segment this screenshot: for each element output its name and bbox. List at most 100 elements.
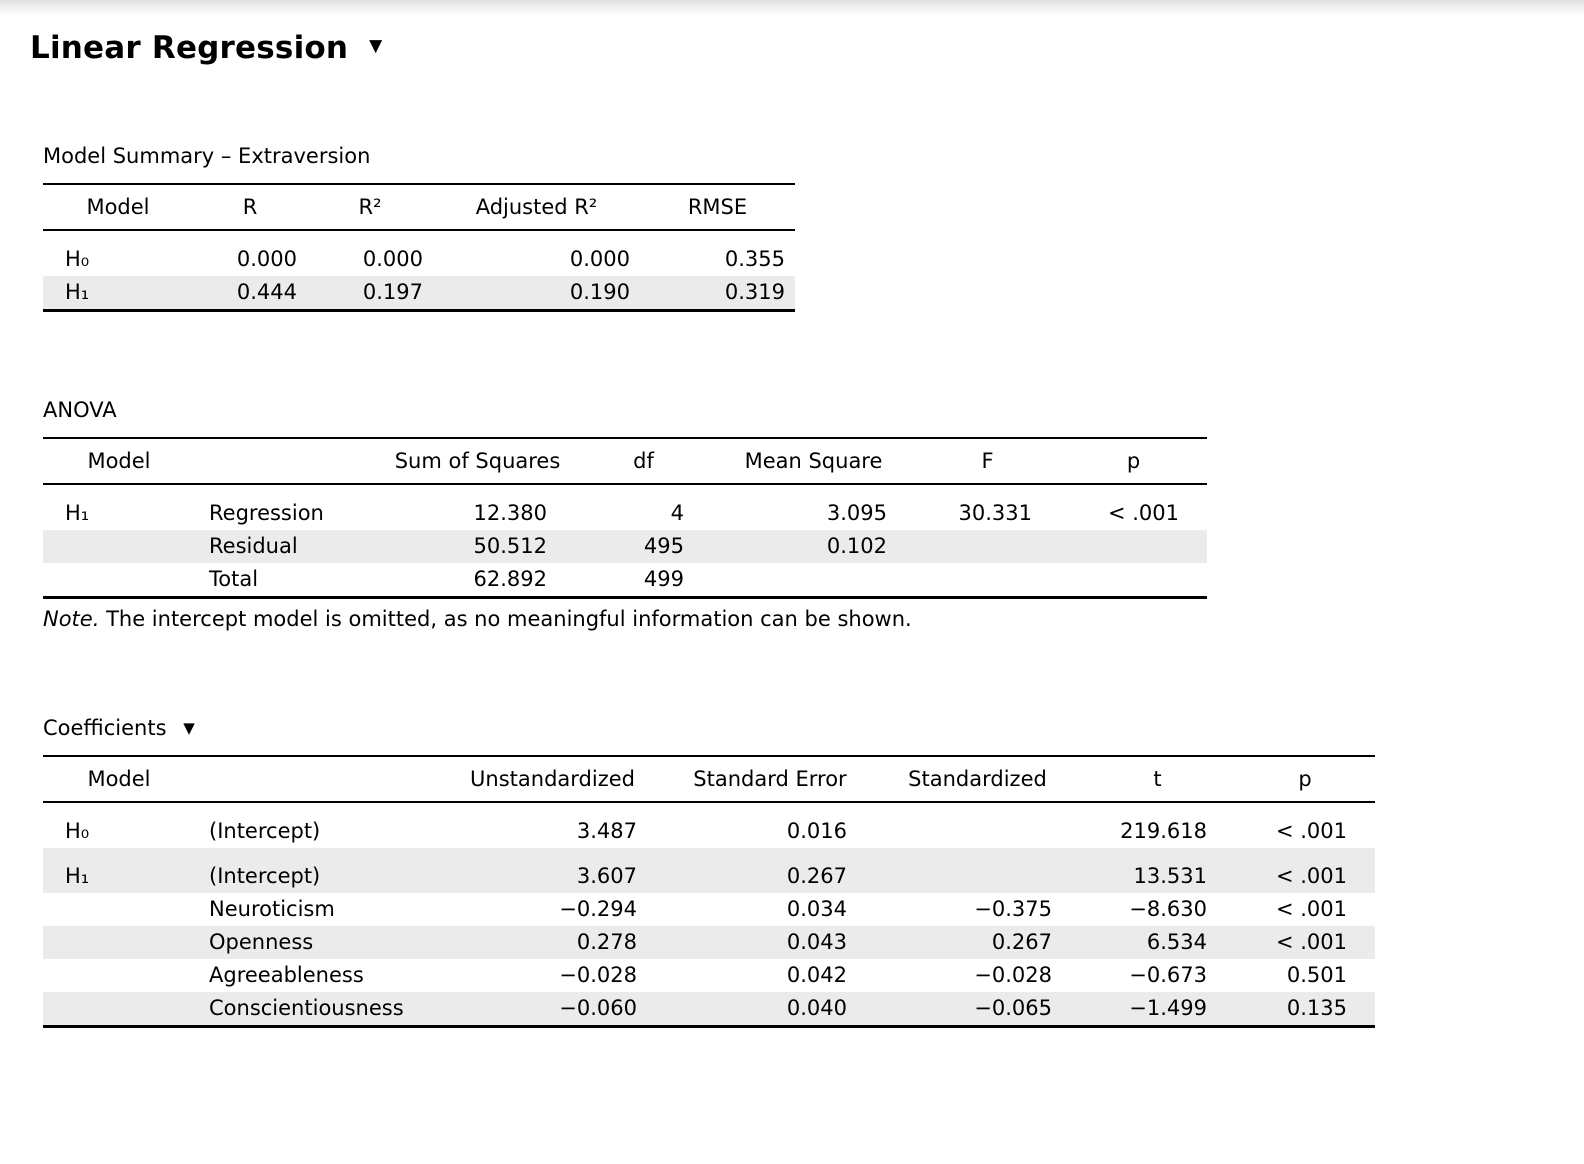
cell: 0.102 [826, 534, 887, 558]
note-label: Note. [43, 607, 100, 631]
column-header: RMSE [640, 184, 795, 231]
cell: 0.016 [786, 819, 847, 843]
analysis-title-text: Linear Regression [30, 30, 349, 66]
panel-top-edge [0, 0, 1584, 16]
cell: 0.000 [569, 247, 630, 271]
cell: H₀ [65, 819, 90, 843]
table-row: H₁ 0.444 0.197 0.190 0.319 [43, 276, 795, 311]
column-header: Adjusted R² [433, 184, 640, 231]
cell: (Intercept) [209, 819, 321, 843]
column-header: p [1060, 438, 1207, 485]
cell: 62.892 [473, 567, 547, 591]
cell: 0.444 [236, 280, 297, 304]
cell: 0.267 [786, 864, 847, 888]
cell: 0.197 [362, 280, 423, 304]
cell: 0.000 [362, 247, 423, 271]
cell: H₁ [65, 501, 90, 525]
cell: Neuroticism [209, 897, 335, 921]
coefficients-table: Model Unstandardized Standard Error Standar… [43, 755, 1375, 1028]
cell: 0.042 [786, 963, 847, 987]
column-header: t [1080, 756, 1235, 803]
cell: 4 [670, 501, 684, 525]
cell: 50.512 [473, 534, 547, 558]
cell: 0.040 [786, 996, 847, 1020]
cell: < .001 [1275, 897, 1347, 921]
cell: −8.630 [1129, 897, 1207, 921]
cell: −0.060 [559, 996, 637, 1020]
column-header: Model [43, 438, 195, 485]
table-row: H₀ 0.000 0.000 0.000 0.355 [43, 230, 795, 276]
header-row: Model Unstandardized Standard Error Standar… [43, 756, 1375, 803]
cell: 3.487 [576, 819, 637, 843]
model-summary-title: Model Summary – Extraversion [43, 144, 371, 168]
cell: Conscientiousness [209, 996, 404, 1020]
analysis-title[interactable]: Linear Regression ▼ [30, 28, 1584, 66]
title-dropdown-icon[interactable]: ▼ [369, 36, 383, 56]
cell: 3.095 [826, 501, 887, 525]
column-header: Model [43, 756, 195, 803]
cell [915, 530, 1060, 563]
cell: 0.034 [786, 897, 847, 921]
cell: 3.607 [576, 864, 637, 888]
header-row: Model R R² Adjusted R² RMSE [43, 184, 795, 231]
note-text: The intercept model is omitted, as no me… [99, 607, 912, 631]
column-header: p [1235, 756, 1375, 803]
cell: 0.190 [569, 280, 630, 304]
cell: 0.278 [576, 930, 637, 954]
cell: −0.028 [559, 963, 637, 987]
cell: 0.043 [786, 930, 847, 954]
coefficients-title: Coefficients ▼ [43, 716, 1584, 741]
cell: 0.267 [991, 930, 1052, 954]
cell: Residual [209, 534, 298, 558]
column-header: Model [43, 184, 193, 231]
cell: 6.534 [1146, 930, 1207, 954]
cell: H₁ [65, 864, 90, 888]
table-row: Openness 0.278 0.043 0.267 6.534 < .001 [43, 926, 1375, 959]
column-header: F [915, 438, 1060, 485]
cell: −0.028 [974, 963, 1052, 987]
table-row: H₀ (Intercept) 3.487 0.016 219.618 < .001 [43, 802, 1375, 848]
cell: 495 [643, 534, 684, 558]
cell [43, 959, 195, 992]
table-row: Conscientiousness −0.060 0.040 −0.065 −1.499… [43, 992, 1375, 1027]
table-note: Note. The intercept model is omitted, as… [43, 606, 1584, 632]
cell: 0.135 [1286, 996, 1347, 1020]
column-header: Unstandardized [440, 756, 665, 803]
column-header [195, 756, 440, 803]
cell: 0.319 [724, 280, 785, 304]
coefficients-section: Coefficients ▼ Model Unstandardized Standa… [43, 716, 1584, 1028]
cell: −1.499 [1129, 996, 1207, 1020]
cell: Regression [209, 501, 324, 525]
cell: 12.380 [473, 501, 547, 525]
cell: < .001 [1275, 930, 1347, 954]
cell: −0.294 [559, 897, 637, 921]
cell [915, 563, 1060, 598]
cell: < .001 [1107, 501, 1179, 525]
cell [43, 926, 195, 959]
cell [43, 563, 195, 598]
cell: 0.501 [1286, 963, 1347, 987]
table-row: Total 62.892 499 [43, 563, 1207, 598]
cell: 13.531 [1133, 864, 1207, 888]
cell [43, 992, 195, 1027]
cell: 30.331 [958, 501, 1032, 525]
cell: −0.375 [974, 897, 1052, 921]
table-row: Residual 50.512 495 0.102 [43, 530, 1207, 563]
column-header: df [575, 438, 712, 485]
cell [43, 893, 195, 926]
cell: (Intercept) [209, 864, 321, 888]
cell: Openness [209, 930, 314, 954]
cell: < .001 [1275, 819, 1347, 843]
table-row: H₁ (Intercept) 3.607 0.267 13.531 < .001 [43, 848, 1375, 893]
cell [712, 563, 915, 598]
cell: 219.618 [1120, 819, 1207, 843]
cell: 0.355 [724, 247, 785, 271]
column-header: Sum of Squares [380, 438, 575, 485]
cell: −0.673 [1129, 963, 1207, 987]
table-row: Neuroticism −0.294 0.034 −0.375 −8.630 < .001 [43, 893, 1375, 926]
coefficients-title-text: Coefficients [43, 716, 167, 740]
coefficients-dropdown-icon[interactable]: ▼ [183, 719, 195, 737]
column-header: R² [307, 184, 433, 231]
